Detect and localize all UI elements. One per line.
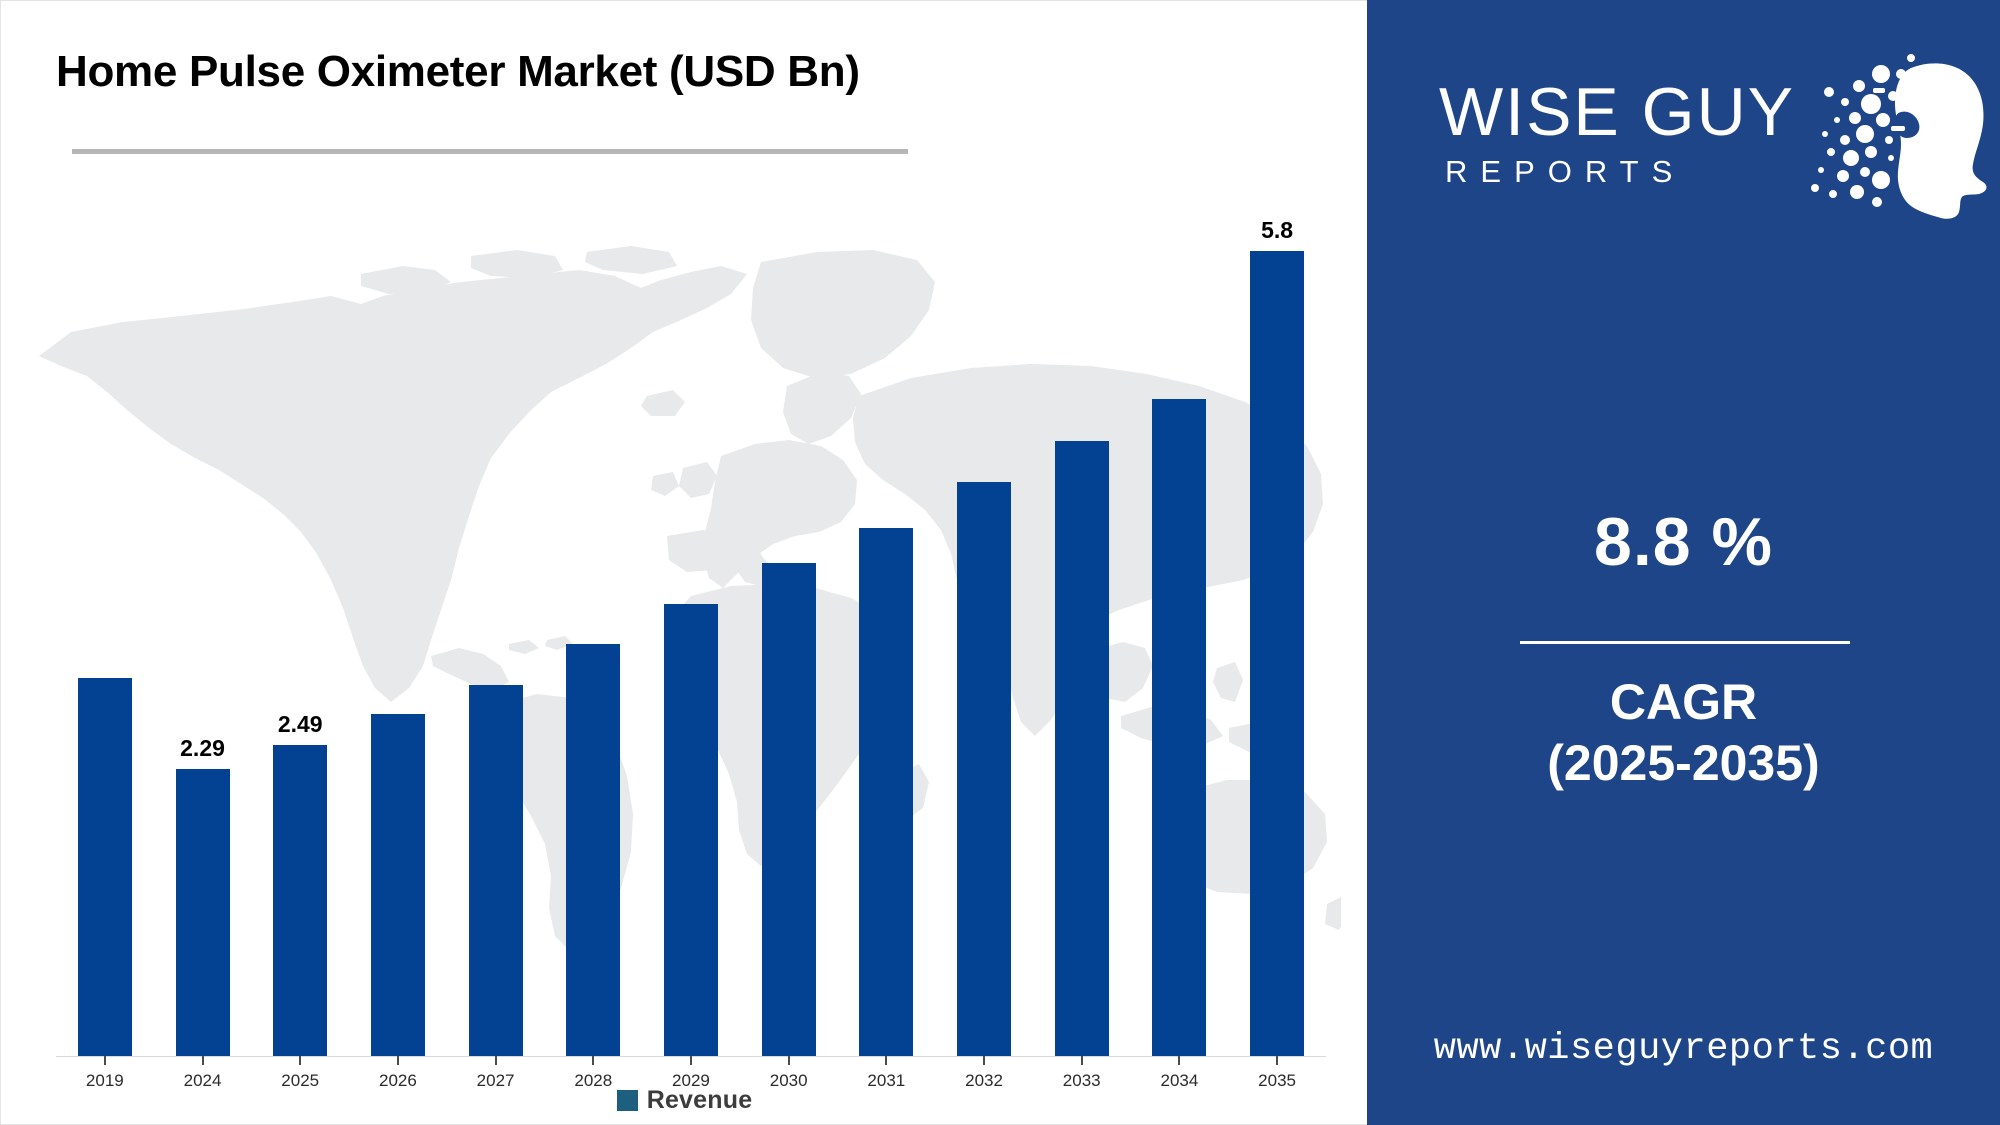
x-tick-2028: 2028: [544, 1056, 642, 1108]
bar-2030[interactable]: [761, 563, 816, 1056]
bar-2027[interactable]: [468, 685, 523, 1056]
x-tick-2024: 2024: [154, 1056, 252, 1108]
x-tick-2032: 2032: [935, 1056, 1033, 1108]
chart-panel: Home Pulse Oximeter Market (USD Bn): [0, 0, 1367, 1125]
tick-mark-2031: [885, 1056, 888, 1065]
x-tick-2030: 2030: [740, 1056, 838, 1108]
bar-2034[interactable]: [1152, 399, 1207, 1056]
x-tick-2029: 2029: [642, 1056, 740, 1108]
legend-label-revenue: Revenue: [646, 1086, 753, 1114]
tick-mark-2028: [592, 1056, 595, 1065]
tick-mark-2024: [201, 1056, 204, 1065]
cagr-label-line2: (2025-2035): [1547, 735, 1820, 791]
bar-2026[interactable]: [370, 714, 425, 1056]
tick-label-2029: 2029: [672, 1071, 710, 1090]
brand-panel: WISE GUY REPORTS: [1367, 0, 2000, 1125]
logo-subword-text: REPORTS: [1445, 154, 1686, 189]
tick-label-2019: 2019: [85, 1071, 124, 1090]
chart-legend: Revenue: [1, 1086, 1367, 1115]
legend-swatch-revenue: [616, 1090, 638, 1111]
tick-mark-2025: [299, 1056, 302, 1065]
tick-label-2033: 2033: [1062, 1071, 1101, 1090]
bar-2029[interactable]: [663, 604, 718, 1056]
tick-label-2035: 2035: [1258, 1071, 1296, 1090]
bar-slot-2024: 2.29: [154, 181, 252, 1056]
page-title: Home Pulse Oximeter Market (USD Bn): [56, 47, 860, 96]
cagr-label-line1: CAGR: [1609, 674, 1758, 730]
tick-label-2025: 2025: [281, 1071, 320, 1090]
tick-mark-2034: [1178, 1056, 1181, 1065]
bar-slot-2031: 0: [838, 181, 936, 1056]
x-tick-2025: 2025: [251, 1056, 349, 1108]
title-divider: [72, 149, 908, 154]
bar-slot-2032: 0: [935, 181, 1033, 1056]
x-tick-2019: 2019: [56, 1056, 154, 1108]
tick-label-2034: 2034: [1160, 1071, 1199, 1090]
bar-2025[interactable]: [273, 745, 328, 1056]
bar-slot-2019: 0: [56, 181, 154, 1056]
tick-mark-2026: [396, 1056, 399, 1065]
x-axis-ticks: 2019 2024 2025 2026 2027 2028 2029 2030 2031 2032…: [56, 1056, 1326, 1108]
wiseguy-reports-logo: WISE GUY REPORTS: [1367, 52, 2000, 222]
bar-2024[interactable]: [175, 769, 230, 1056]
tick-label-2030: 2030: [769, 1071, 808, 1090]
cagr-divider: [1520, 641, 1850, 644]
bar-2033[interactable]: [1054, 441, 1109, 1056]
bar-2019[interactable]: [77, 678, 132, 1056]
bar-value-label-2025: 2.49: [277, 711, 323, 737]
tick-label-2032: 2032: [965, 1071, 1003, 1090]
tick-label-2026: 2026: [378, 1071, 417, 1090]
x-tick-2035: 2035: [1228, 1056, 1326, 1108]
x-tick-2026: 2026: [349, 1056, 447, 1108]
tick-mark-2032: [983, 1056, 986, 1065]
bar-2035[interactable]: [1250, 251, 1305, 1056]
bar-value-label-2035: 5.8: [1261, 217, 1294, 243]
tick-mark-2019: [103, 1056, 106, 1065]
x-tick-2034: 2034: [1131, 1056, 1229, 1108]
bar-series: 02.292.490000000005.8: [56, 181, 1326, 1056]
logo-wordmark-text: WISE GUY: [1439, 74, 1796, 150]
bar-slot-2027: 0: [447, 181, 545, 1056]
tick-label-2028: 2028: [574, 1071, 613, 1090]
tick-mark-2029: [689, 1056, 692, 1065]
bar-2028[interactable]: [566, 644, 621, 1056]
cagr-value: 8.8 %: [1594, 504, 1773, 580]
website-url: www.wiseguyreports.com: [1433, 1028, 1934, 1070]
x-tick-2033: 2033: [1033, 1056, 1131, 1108]
x-tick-2031: 2031: [838, 1056, 936, 1108]
tick-label-2031: 2031: [867, 1071, 906, 1090]
tick-label-2024: 2024: [183, 1071, 222, 1090]
x-tick-2027: 2027: [447, 1056, 545, 1108]
bar-slot-2030: 0: [740, 181, 838, 1056]
bar-slot-2029: 0: [642, 181, 740, 1056]
tick-mark-2030: [787, 1056, 790, 1065]
plot-area: 02.292.490000000005.8: [56, 181, 1326, 1056]
bar-slot-2025: 2.49: [251, 181, 349, 1056]
bar-slot-2033: 0: [1033, 181, 1131, 1056]
dotted-head-profile-icon: [1705, 52, 1995, 220]
tick-mark-2035: [1276, 1056, 1279, 1065]
cagr-label: CAGR (2025-2035): [1367, 672, 2000, 794]
bar-slot-2035: 5.8: [1228, 181, 1326, 1056]
tick-mark-2027: [494, 1056, 497, 1065]
bar-2031[interactable]: [859, 528, 914, 1056]
bar-2032[interactable]: [957, 482, 1012, 1056]
bar-slot-2026: 0: [349, 181, 447, 1056]
bar-slot-2034: 0: [1131, 181, 1229, 1056]
tick-mark-2033: [1080, 1056, 1083, 1065]
bar-value-label-2024: 2.29: [180, 735, 225, 761]
bar-slot-2028: 0: [544, 181, 642, 1056]
tick-label-2027: 2027: [476, 1071, 515, 1090]
